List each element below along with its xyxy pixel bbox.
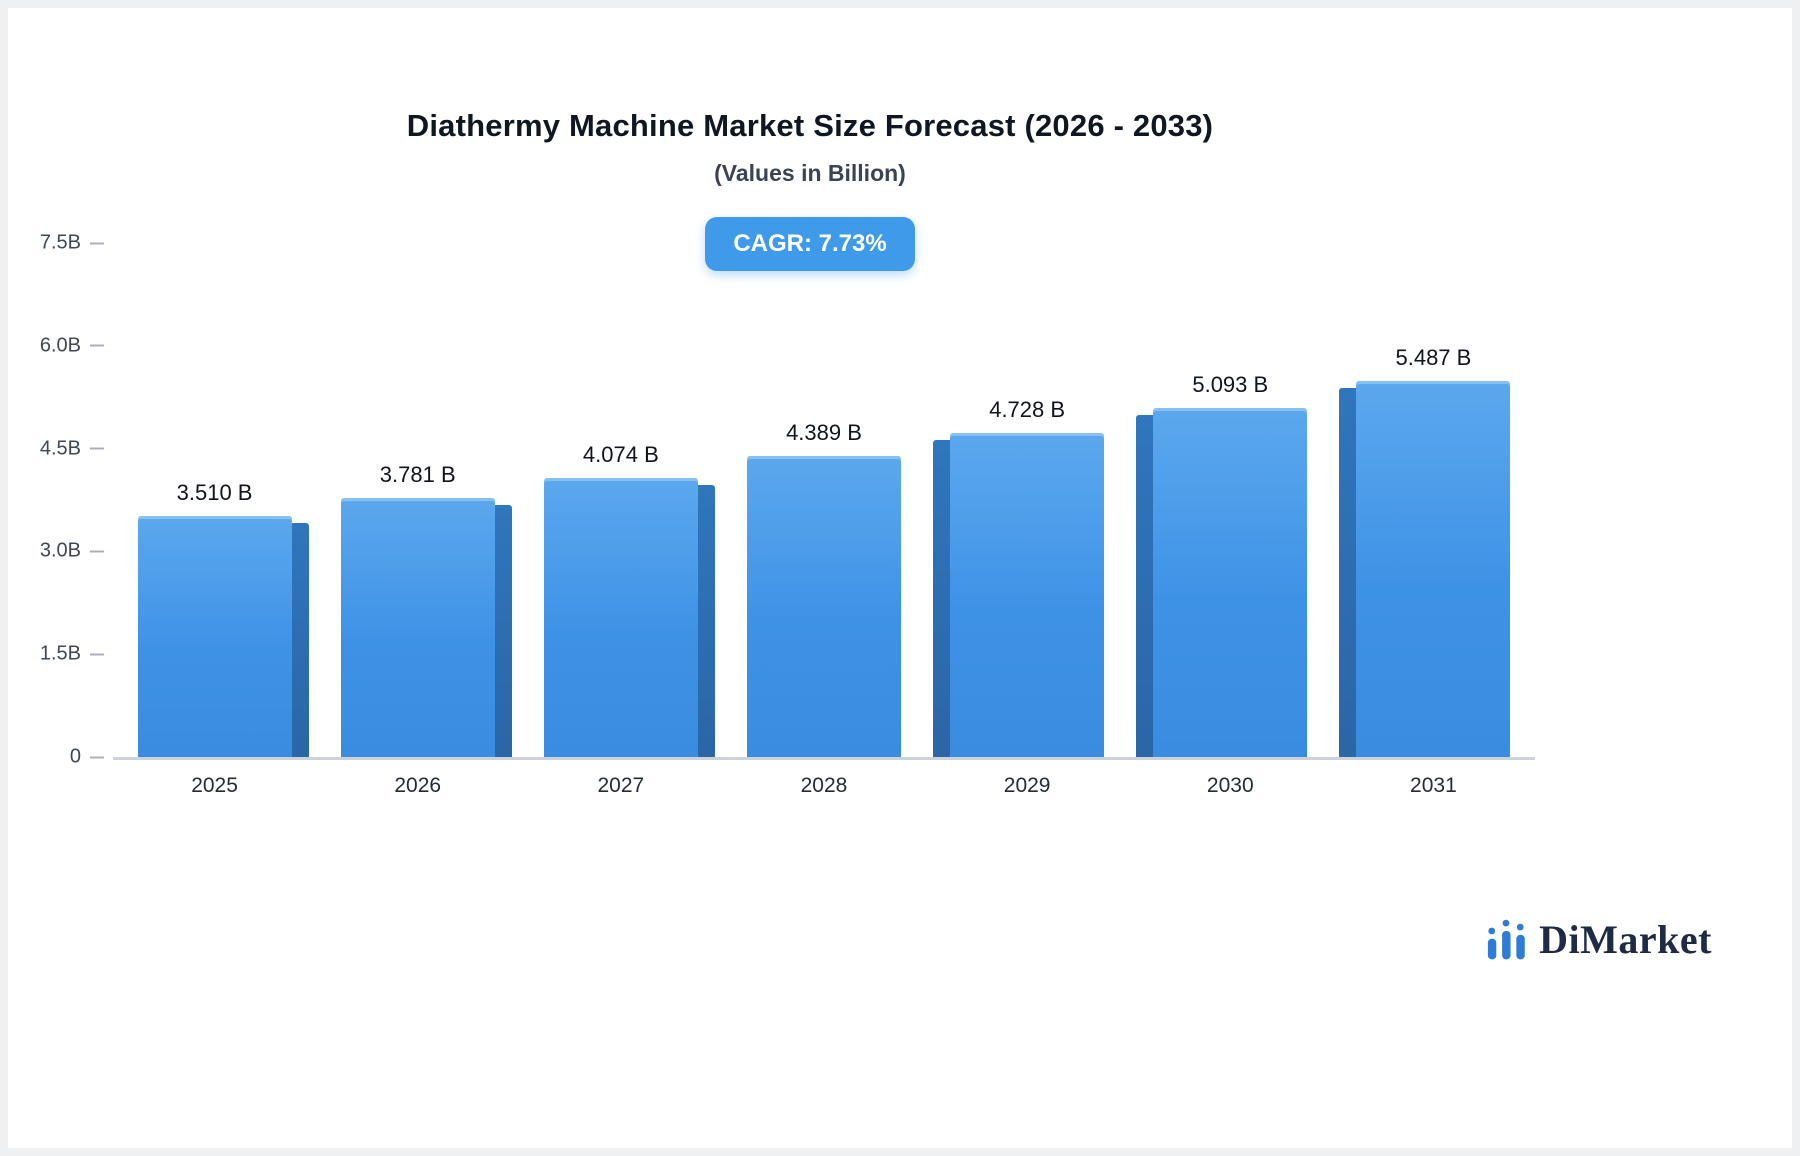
y-tick-label: 4.5B [39, 437, 81, 460]
y-tick-label: 0 [69, 745, 81, 768]
bar-group-2031: 5.487 B [1332, 243, 1535, 757]
chart-title: Diathermy Machine Market Size Forecast (… [406, 108, 1214, 143]
y-tick-label: 7.5B [39, 231, 81, 254]
bar-value-label-2026: 3.781 B [379, 461, 456, 487]
bar-2027 [543, 477, 715, 757]
bar-side-face [1136, 414, 1154, 757]
bar-group-2030: 5.093 B [1129, 243, 1332, 757]
y-tick-1.5B: 1.5B [8, 643, 104, 666]
bar-value-label-2031: 5.487 B [1395, 344, 1472, 370]
y-tick-label: 1.5B [39, 642, 81, 665]
y-tick-3.0B: 3.0B [8, 540, 104, 563]
brand-logo-text: DiMarket [1539, 917, 1712, 962]
y-tick-4.5B: 4.5B [8, 437, 104, 460]
bar-side-face [494, 504, 512, 757]
x-axis-label-2027: 2027 [597, 774, 645, 797]
brand-logo: DiMarket [1484, 916, 1712, 963]
x-axis-label-2028: 2028 [800, 774, 848, 797]
y-tick-0: 0 [8, 746, 104, 769]
x-axis-label-2030: 2030 [1206, 774, 1254, 797]
cagr-badge: CAGR: 7.73% [705, 217, 915, 271]
bar-value-label-2029: 4.728 B [989, 396, 1066, 422]
plot-area: 7.5B 6.0B 4.5B 3.0B 1.5B 0 3.510 B 3.781 B 4.07… [40, 232, 1535, 768]
y-tick-dash [90, 242, 104, 244]
bar-value-label-2028: 4.389 B [786, 420, 862, 446]
bar-2030 [1136, 407, 1308, 757]
bar-group-2029: 4.728 B [926, 243, 1129, 757]
bar-side-face [1339, 387, 1357, 757]
y-tick-7.5B: 7.5B [8, 232, 104, 255]
y-tick-label: 6.0B [39, 334, 81, 357]
bar-2026 [340, 497, 512, 757]
bar-group-2027: 4.074 B [519, 243, 722, 757]
bar-value-label-2030: 5.093 B [1192, 371, 1269, 397]
bar-2029 [933, 432, 1105, 757]
bar-2025 [137, 516, 309, 757]
x-axis-label-2029: 2029 [1003, 774, 1051, 797]
bar-group-2025: 3.510 B [113, 243, 316, 757]
x-axis-label-2025: 2025 [191, 774, 238, 797]
cagr-badge-row: CAGR: 7.73% [8, 217, 1612, 271]
bar-group-2026: 3.781 B [316, 243, 519, 757]
x-axis-labels: 2025 2026 2027 2028 2029 2030 2031 [113, 774, 1535, 798]
y-tick-6.0B: 6.0B [8, 334, 104, 357]
bars: 3.510 B 3.781 B 4.074 B 4.389 B 4.728 B 5.093… [113, 243, 1535, 757]
bar-2028 [746, 456, 901, 757]
y-tick-label: 3.0B [39, 539, 81, 562]
chart-header: Diathermy Machine Market Size Forecast (… [8, 108, 1612, 187]
y-axis-ticks: 7.5B 6.0B 4.5B 3.0B 1.5B 0 [40, 232, 1535, 768]
bar-value-label-2027: 4.074 B [582, 441, 659, 467]
bar-side-face [697, 484, 715, 757]
bar-side-face [933, 439, 951, 757]
bar-2031 [1339, 380, 1511, 757]
x-axis-label-2026: 2026 [394, 774, 442, 797]
y-tick-dash [90, 447, 104, 450]
bar-side-face [291, 523, 309, 757]
y-tick-dash [90, 756, 104, 758]
y-tick-dash [90, 550, 104, 553]
chart-subtitle: (Values in Billion) [714, 160, 906, 186]
x-axis-label-2031: 2031 [1410, 774, 1457, 797]
y-tick-dash [90, 344, 104, 347]
bar-value-label-2025: 3.510 B [176, 480, 253, 506]
bar-group-2028: 4.389 B [722, 243, 925, 757]
chart-card: Diathermy Machine Market Size Forecast (… [8, 8, 1792, 1148]
bar-chart-logo-icon [1488, 919, 1525, 959]
y-tick-dash [90, 653, 104, 656]
